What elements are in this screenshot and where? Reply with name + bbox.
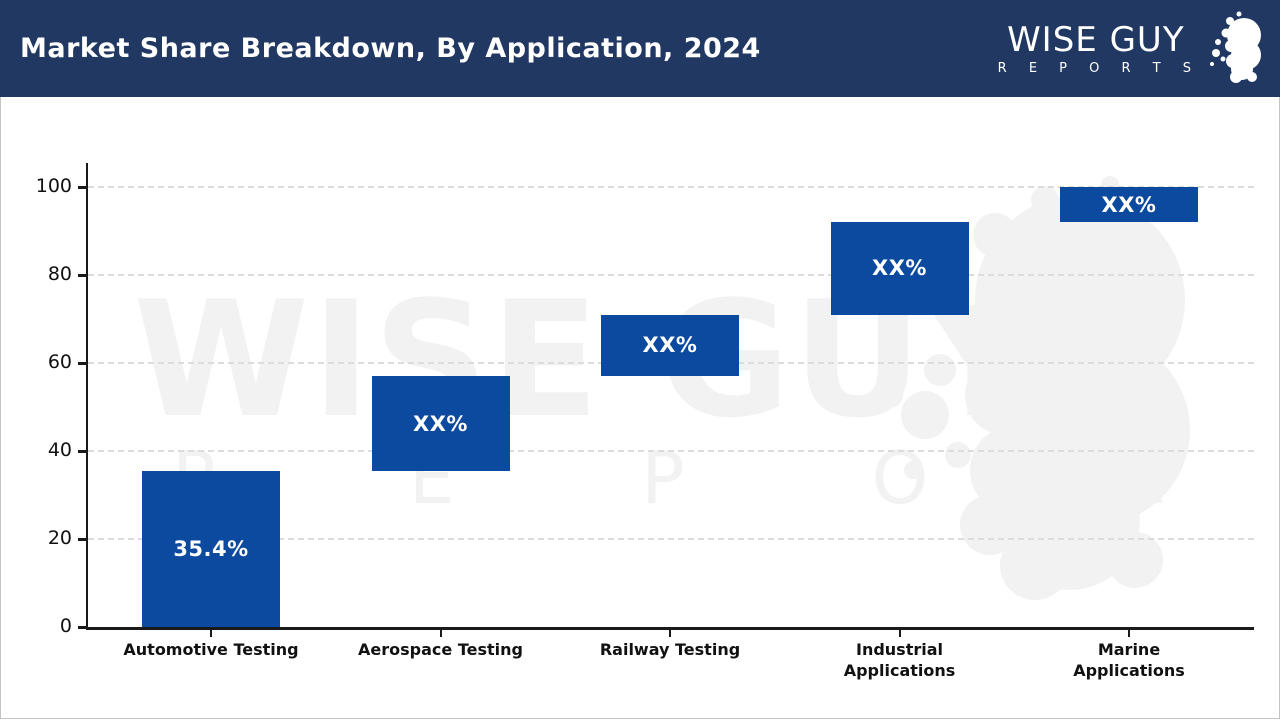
watermark-head-icon [877,176,1190,600]
bar-value-label-aerospace-testing: XX% [413,411,468,436]
x-tick-railway-testing [669,629,671,637]
y-tick-label-80: 80 [47,263,72,285]
y-tick-20 [78,538,88,541]
y-tick-80 [78,274,88,277]
logo-head-icon [1210,11,1261,83]
logo-subtitle: R E P O R T S [997,61,1200,76]
gridline-80 [88,274,1254,276]
category-label-line: Applications [1073,661,1185,680]
gridline-40 [88,450,1254,452]
header-bar: Market Share Breakdown, By Application, … [0,0,1280,97]
bar-value-label-railway-testing: XX% [642,333,698,358]
category-label-line: Applications [843,661,956,680]
gridline-100 [88,186,1254,188]
wise-guy-logo: WISE GUY R E P O R T S [992,6,1264,92]
x-tick-industrial-applications [898,629,901,637]
bar-industrial-applications: XX% [830,222,969,315]
bar-aerospace-testing: XX% [371,376,510,472]
bar-marine-applications: XX% [1060,187,1198,223]
category-label-line: Aerospace Testing [358,640,523,659]
bar-railway-testing: XX% [601,314,739,377]
y-tick-40 [78,450,88,453]
gridline-20 [88,538,1254,540]
x-axis-line [85,627,1254,630]
x-tick-aerospace-testing [439,629,442,637]
bar-automotive-testing: 35.4% [142,471,280,627]
y-tick-label-20: 20 [47,527,72,549]
x-tick-marine-applications [1128,629,1130,637]
category-label-line: Industrial [855,640,943,659]
category-label-automotive-testing: Automotive Testing [96,639,326,660]
x-tick-automotive-testing [210,629,212,637]
category-label-line: Railway Testing [599,640,741,659]
y-tick-label-0: 0 [59,615,72,637]
logo-wordmark: WISE GUY [1007,20,1185,60]
category-label-industrial-applications: Industrial Applications [785,639,1015,681]
bar-value-label-automotive-testing: 35.4% [173,537,249,562]
y-tick-label-40: 40 [47,439,72,461]
y-tick-0 [78,626,88,629]
y-tick-100 [78,186,88,189]
bar-value-label-industrial-applications: XX% [872,256,927,281]
category-label-railway-testing: Railway Testing [555,639,785,660]
category-label-line: Marine [1097,640,1161,659]
category-label-line: Automotive Testing [123,640,299,659]
category-label-marine-applications: Marine Applications [1014,639,1244,681]
y-tick-label-60: 60 [47,351,72,373]
y-tick-label-100: 100 [35,175,72,197]
category-label-aerospace-testing: Aerospace Testing [326,639,556,660]
bar-value-label-marine-applications: XX% [1101,192,1157,217]
page-title: Market Share Breakdown, By Application, … [20,33,761,64]
y-axis-line [85,163,88,630]
y-tick-60 [78,362,88,365]
